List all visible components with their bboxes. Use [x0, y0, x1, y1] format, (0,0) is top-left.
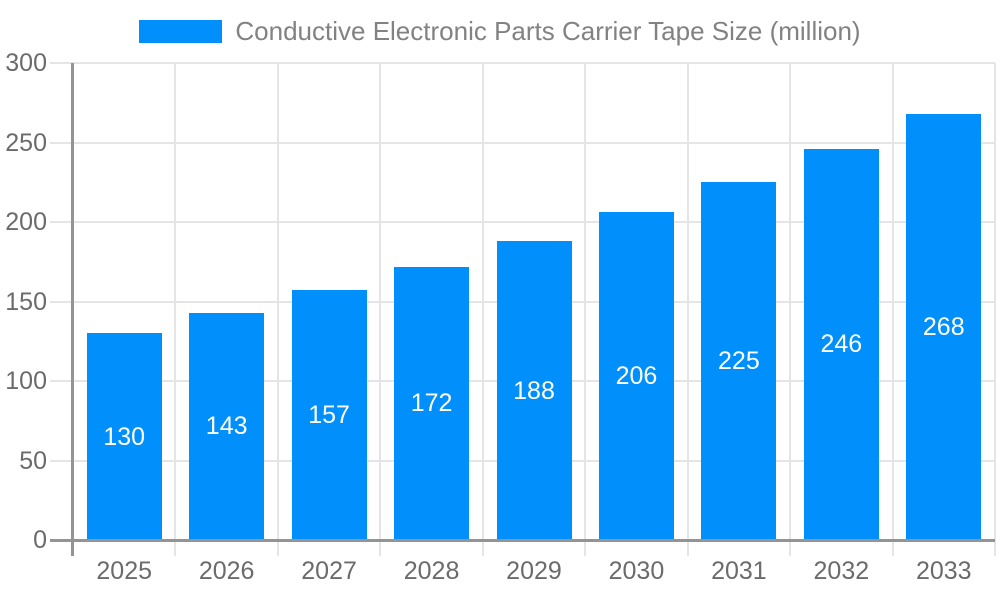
- legend[interactable]: Conductive Electronic Parts Carrier Tape…: [0, 13, 1000, 49]
- y-axis-tick-label: 200: [5, 208, 47, 236]
- bar-value-label: 225: [718, 347, 760, 376]
- bar-value-label: 268: [922, 312, 965, 341]
- y-axis-tick-label: 0: [33, 526, 47, 554]
- x-axis-category-label: 2026: [198, 557, 255, 585]
- x-axis-category-label: 2028: [403, 557, 460, 585]
- bar[interactable]: [496, 241, 572, 540]
- bar-value-label: 130: [103, 422, 146, 451]
- bar-value-label: 188: [513, 376, 555, 405]
- bar[interactable]: [394, 266, 470, 540]
- bar-value-label: 246: [820, 330, 863, 359]
- x-gridline: [994, 63, 996, 556]
- legend-swatch: [139, 19, 223, 43]
- bar[interactable]: [701, 182, 777, 540]
- bar[interactable]: [906, 113, 982, 540]
- legend-label: Conductive Electronic Parts Carrier Tape…: [235, 16, 861, 46]
- bar[interactable]: [598, 212, 674, 540]
- x-axis-category-label: 2030: [608, 557, 665, 585]
- bar[interactable]: [291, 290, 367, 540]
- x-axis-category-label: 2032: [813, 557, 870, 585]
- bar[interactable]: [86, 333, 162, 540]
- y-gridline: [50, 221, 995, 223]
- bar-value-label: 206: [615, 362, 658, 391]
- y-axis-tick-label: 150: [5, 287, 47, 316]
- x-gridline: [584, 63, 587, 556]
- bar[interactable]: [803, 148, 879, 540]
- x-gridline: [891, 63, 894, 556]
- y-axis-tick-label: 300: [5, 49, 47, 77]
- x-gridline: [379, 63, 382, 556]
- bar-value-label: 157: [308, 401, 350, 430]
- y-gridline: [50, 62, 995, 64]
- y-axis-tick-label: 100: [5, 367, 47, 395]
- y-axis-line: [71, 63, 74, 556]
- bar[interactable]: [189, 312, 265, 540]
- x-gridline: [789, 63, 792, 556]
- x-axis-category-label: 2025: [96, 557, 153, 585]
- x-gridline: [174, 63, 177, 556]
- x-axis-category-label: 2029: [506, 557, 562, 585]
- x-axis-category-label: 2027: [301, 557, 357, 585]
- x-gridline: [686, 63, 689, 556]
- y-axis-tick-label: 50: [19, 446, 47, 475]
- bar-value-label: 172: [410, 389, 453, 418]
- y-axis-tick-label: 250: [5, 128, 47, 157]
- x-axis-line: [50, 539, 995, 542]
- y-gridline: [50, 141, 995, 144]
- x-gridline: [481, 63, 484, 556]
- x-axis-category-label: 2033: [915, 557, 972, 585]
- bar-value-label: 143: [205, 412, 248, 441]
- x-gridline: [276, 63, 279, 556]
- x-axis-category-label: 2031: [711, 557, 767, 585]
